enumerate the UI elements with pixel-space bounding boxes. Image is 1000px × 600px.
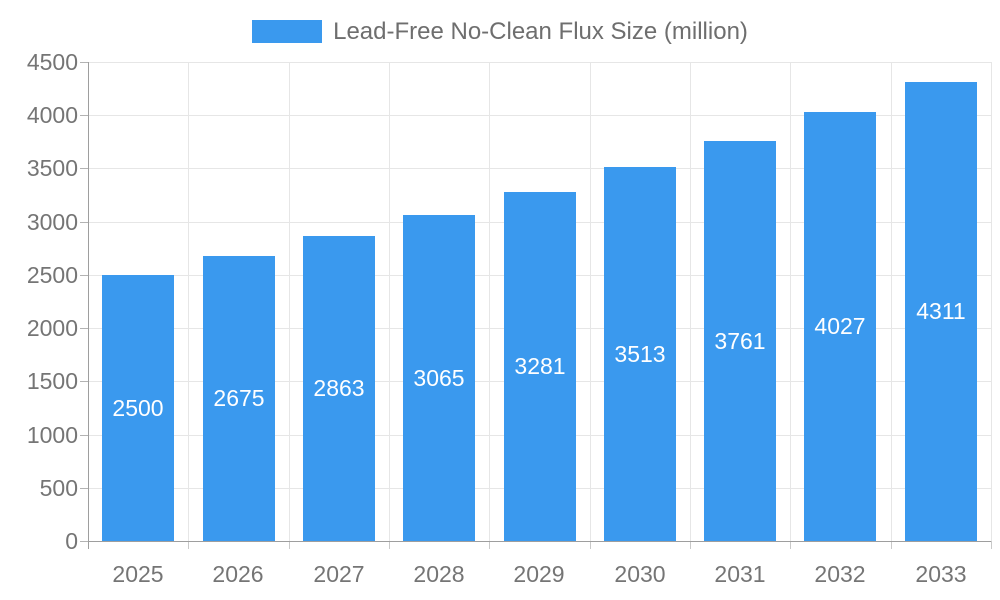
y-tick-mark xyxy=(80,115,88,116)
x-tick-mark xyxy=(590,541,591,549)
plot-area: 2500 2675 2863 3065 3281 3513 3761 4027 4311 xyxy=(80,62,992,549)
y-axis-tick-label: 500 xyxy=(39,475,78,501)
x-axis-tick-label: 2026 xyxy=(212,561,264,587)
bar-2029[interactable]: 3281 xyxy=(504,192,576,541)
x-tick-mark xyxy=(489,541,490,549)
gridline-vertical xyxy=(590,62,591,541)
y-tick-mark xyxy=(80,275,88,276)
bar-value-label: 2500 xyxy=(112,394,164,421)
gridline-horizontal xyxy=(88,115,991,116)
y-axis-tick-label: 3500 xyxy=(26,155,78,181)
y-tick-mark xyxy=(80,381,88,382)
y-tick-mark xyxy=(80,328,88,329)
bar-value-label: 2675 xyxy=(213,385,265,411)
x-tick-mark xyxy=(389,541,390,549)
x-axis-tick-label: 2027 xyxy=(313,561,365,587)
x-tick-mark xyxy=(891,541,892,549)
y-axis-tick-label: 4000 xyxy=(26,102,78,128)
gridline-vertical xyxy=(790,62,791,541)
gridline-vertical xyxy=(489,62,490,541)
y-tick-mark xyxy=(80,222,88,223)
bar-value-label: 2863 xyxy=(313,375,365,401)
bar-value-label: 4027 xyxy=(814,313,866,339)
bar-value-label: 3761 xyxy=(714,327,766,354)
bar-2028[interactable]: 3065 xyxy=(403,215,475,541)
bar-2027[interactable]: 2863 xyxy=(303,236,375,541)
bar-value-label: 4311 xyxy=(916,298,966,324)
y-tick-mark xyxy=(80,435,88,436)
bar-value-label: 3513 xyxy=(614,340,666,367)
y-tick-mark xyxy=(80,168,88,169)
x-tick-mark xyxy=(188,541,189,549)
gridline-vertical xyxy=(188,62,189,541)
y-axis-tick-label: 3000 xyxy=(26,209,78,235)
bar-2033[interactable]: 4311 xyxy=(905,82,977,541)
x-axis-tick-label: 2028 xyxy=(413,561,465,587)
bar-value-label: 3281 xyxy=(514,353,566,379)
bar-2031[interactable]: 3761 xyxy=(704,141,776,541)
gridline-vertical xyxy=(891,62,892,541)
gridline-vertical xyxy=(289,62,290,541)
gridline-horizontal xyxy=(88,62,991,63)
gridline-vertical xyxy=(389,62,390,541)
x-axis-tick-label: 2033 xyxy=(915,561,967,587)
bar-2032[interactable]: 4027 xyxy=(804,112,876,541)
x-axis-tick-label: 2030 xyxy=(614,561,666,587)
y-axis-line xyxy=(88,62,89,549)
x-axis-tick-label: 2032 xyxy=(814,561,866,587)
gridline-horizontal xyxy=(88,168,991,169)
x-tick-mark xyxy=(790,541,791,549)
y-axis-tick-label: 2000 xyxy=(26,315,78,341)
bar-2025[interactable]: 2500 xyxy=(102,275,174,541)
bar-2026[interactable]: 2675 xyxy=(203,256,275,541)
x-axis-tick-label: 2029 xyxy=(513,561,565,587)
y-axis-tick-label: 2500 xyxy=(26,262,78,288)
chart-legend[interactable]: Lead-Free No-Clean Flux Size (million) xyxy=(0,19,1000,44)
y-axis-tick-label: 4500 xyxy=(26,49,78,75)
y-axis-tick-label: 0 xyxy=(65,528,78,554)
gridline-vertical xyxy=(690,62,691,541)
legend-swatch xyxy=(252,20,323,43)
x-axis-tick-label: 2031 xyxy=(714,561,766,587)
y-tick-mark xyxy=(80,488,88,489)
bar-2030[interactable]: 3513 xyxy=(604,167,676,541)
legend-label: Lead-Free No-Clean Flux Size (million) xyxy=(333,18,748,45)
y-axis-tick-label: 1000 xyxy=(26,422,78,448)
y-tick-mark xyxy=(80,541,88,542)
bar-value-label: 3065 xyxy=(413,364,465,391)
y-axis-tick-label: 1500 xyxy=(26,368,78,394)
x-tick-mark xyxy=(690,541,691,549)
x-tick-mark xyxy=(991,541,992,549)
gridline-vertical xyxy=(991,62,992,541)
x-tick-mark xyxy=(289,541,290,549)
x-axis-tick-label: 2025 xyxy=(112,561,164,587)
y-tick-mark xyxy=(80,62,88,63)
x-axis-line xyxy=(88,541,991,542)
